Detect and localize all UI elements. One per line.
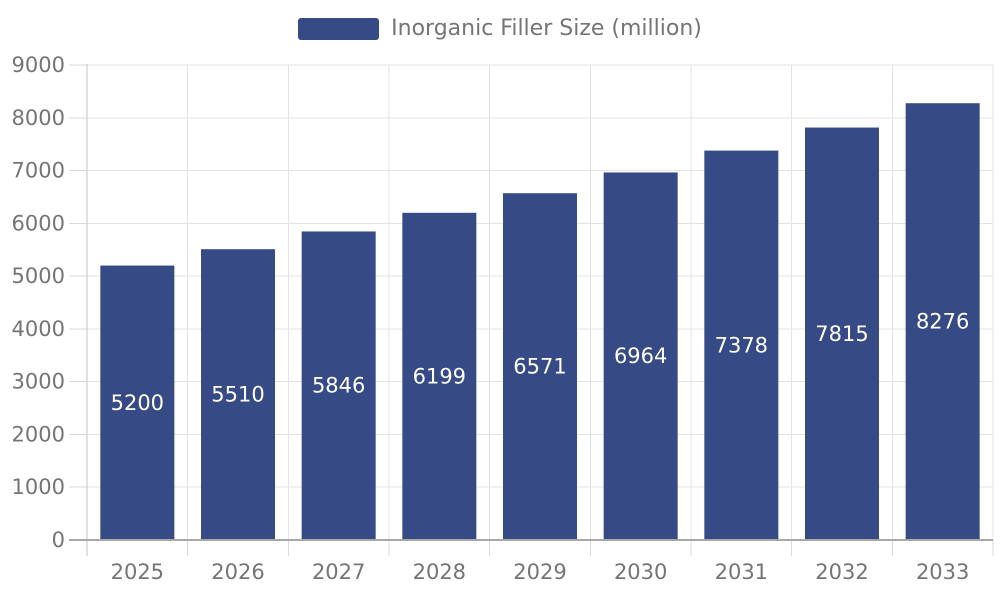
bar-value-label-2033: 8276 (916, 310, 969, 334)
bar-value-label-2031: 7378 (715, 333, 768, 357)
bar-value-label-2025: 5200 (111, 391, 164, 415)
bar-value-label-2032: 7815 (815, 322, 868, 346)
bar-value-label-2026: 5510 (211, 383, 264, 407)
y-axis-label: 6000 (12, 211, 65, 235)
legend: Inorganic Filler Size (million) (0, 16, 1000, 42)
bar-2032[interactable] (805, 127, 879, 541)
x-axis-label: 2031 (715, 560, 768, 584)
x-axis-label: 2030 (614, 560, 667, 584)
x-axis-label: 2028 (413, 560, 466, 584)
y-axis-label: 1000 (12, 475, 65, 499)
bar-value-label-2030: 6964 (614, 344, 667, 368)
bar-2030[interactable] (603, 172, 678, 540)
legend-item[interactable]: Inorganic Filler Size (million) (298, 16, 702, 42)
y-axis-label: 2000 (12, 422, 65, 446)
x-axis-label: 2033 (916, 560, 969, 584)
x-axis-label: 2025 (111, 560, 164, 584)
legend-label: Inorganic Filler Size (million) (391, 16, 702, 41)
bar-2027[interactable] (301, 231, 376, 540)
bar-value-label-2027: 5846 (312, 374, 365, 398)
y-axis-label: 8000 (12, 106, 65, 130)
bar-2026[interactable] (201, 249, 275, 540)
y-axis-label: 0 (52, 528, 65, 552)
y-axis-label: 7000 (12, 159, 65, 183)
x-axis-label: 2029 (513, 560, 566, 584)
x-axis-label: 2026 (211, 560, 264, 584)
y-axis-label: 3000 (12, 370, 65, 394)
bar-value-label-2029: 6571 (513, 355, 566, 379)
bar-2025[interactable] (100, 265, 175, 540)
y-axis-label: 5000 (12, 264, 65, 288)
bar-2028[interactable] (402, 212, 477, 540)
y-axis-label: 9000 (12, 53, 65, 77)
y-axis-label: 4000 (12, 317, 65, 341)
x-axis-label: 2032 (815, 560, 868, 584)
bar-2033[interactable] (905, 103, 980, 540)
bar-2031[interactable] (704, 150, 779, 540)
bar-2029[interactable] (503, 193, 577, 541)
x-axis-label: 2027 (312, 560, 365, 584)
bar-value-label-2028: 6199 (413, 364, 466, 388)
legend-swatch (298, 18, 380, 40)
